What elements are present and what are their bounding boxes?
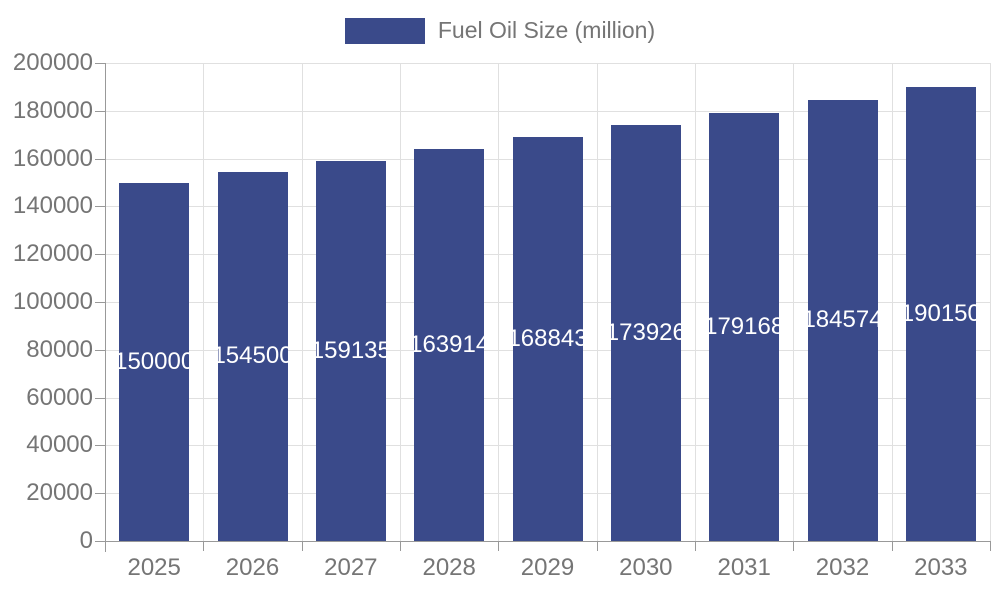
legend-label: Fuel Oil Size (million) bbox=[437, 17, 656, 43]
y-axis-tick bbox=[95, 110, 105, 112]
bar[interactable]: 150000 bbox=[119, 182, 190, 541]
x-tick-label: 2031 bbox=[717, 554, 771, 581]
y-axis-line bbox=[105, 63, 106, 552]
x-tick-label: 2029 bbox=[520, 554, 575, 581]
bar-value-label: 159135 bbox=[315, 336, 386, 364]
y-tick-label: 20000 bbox=[26, 479, 93, 507]
bar[interactable]: 159135 bbox=[315, 160, 386, 541]
x-axis-tick bbox=[596, 541, 598, 551]
y-tick-label: 80000 bbox=[26, 335, 93, 363]
x-axis-tick bbox=[990, 541, 991, 551]
y-tick-label: 0 bbox=[79, 527, 93, 554]
gridline-vertical bbox=[695, 63, 696, 541]
x-tick-label: 2033 bbox=[914, 554, 968, 581]
x-axis-line bbox=[95, 541, 991, 542]
legend-swatch bbox=[344, 17, 425, 44]
legend[interactable]: Fuel Oil Size (million) bbox=[0, 17, 1000, 44]
gridline-horizontal bbox=[105, 110, 990, 112]
bar-value-label: 179168 bbox=[709, 312, 780, 340]
y-axis-tick bbox=[95, 254, 105, 256]
y-tick-label: 200000 bbox=[12, 49, 93, 76]
y-tick-label: 100000 bbox=[12, 288, 93, 315]
x-tick-label: 2032 bbox=[815, 554, 870, 581]
y-axis-tick bbox=[95, 63, 105, 64]
bar[interactable]: 163914 bbox=[414, 149, 485, 541]
y-axis-tick bbox=[95, 302, 105, 303]
y-tick-label: 140000 bbox=[12, 192, 93, 220]
x-tick-label: 2030 bbox=[619, 554, 673, 581]
bar-value-label: 173926 bbox=[610, 319, 681, 347]
plot-area: 150000 154500 159135 163914 168843 173926 1791… bbox=[105, 63, 991, 541]
y-axis-tick bbox=[95, 349, 105, 351]
bar-value-label: 163914 bbox=[414, 331, 485, 359]
bar[interactable]: 168843 bbox=[512, 137, 583, 541]
y-tick-label: 180000 bbox=[12, 96, 93, 124]
bar[interactable]: 184574 bbox=[807, 99, 878, 541]
y-axis-tick bbox=[95, 158, 105, 160]
gridline-vertical bbox=[498, 63, 500, 541]
bar-value-label: 190150 bbox=[905, 299, 976, 327]
x-axis-tick bbox=[400, 541, 401, 551]
bar[interactable]: 179168 bbox=[709, 112, 780, 541]
bar-value-label: 154500 bbox=[217, 342, 288, 370]
bar-value-label: 150000 bbox=[119, 347, 190, 375]
y-axis-tick bbox=[95, 493, 105, 495]
x-axis-tick bbox=[891, 541, 893, 551]
x-tick-label: 2027 bbox=[324, 554, 378, 581]
bar-value-label: 168843 bbox=[512, 325, 583, 353]
y-tick-label: 60000 bbox=[26, 383, 93, 411]
bar[interactable]: 173926 bbox=[610, 125, 681, 541]
x-axis-tick bbox=[105, 541, 106, 551]
y-axis-tick bbox=[95, 445, 105, 447]
y-axis-tick bbox=[95, 206, 105, 208]
x-tick-label: 2025 bbox=[127, 554, 181, 581]
gridline-horizontal bbox=[105, 63, 990, 64]
x-tick-label: 2026 bbox=[225, 554, 280, 581]
bar[interactable]: 190150 bbox=[905, 86, 976, 541]
gridline-vertical bbox=[203, 63, 205, 541]
x-axis-tick bbox=[301, 541, 303, 551]
y-tick-label: 160000 bbox=[12, 144, 93, 172]
x-axis-tick bbox=[793, 541, 795, 551]
y-axis-tick bbox=[95, 541, 105, 542]
gridline-vertical bbox=[301, 63, 303, 541]
gridline-vertical bbox=[400, 63, 401, 541]
x-axis-tick bbox=[203, 541, 205, 551]
y-axis-tick bbox=[95, 397, 105, 399]
gridline-vertical bbox=[891, 63, 893, 541]
y-tick-label: 120000 bbox=[12, 240, 93, 268]
gridline-vertical bbox=[793, 63, 795, 541]
x-axis-tick bbox=[695, 541, 696, 551]
bar[interactable]: 154500 bbox=[217, 171, 288, 541]
x-axis-tick bbox=[498, 541, 500, 551]
gridline-vertical bbox=[596, 63, 598, 541]
bar-value-label: 184574 bbox=[807, 306, 878, 334]
y-tick-label: 40000 bbox=[26, 431, 93, 459]
x-tick-label: 2028 bbox=[422, 554, 476, 581]
